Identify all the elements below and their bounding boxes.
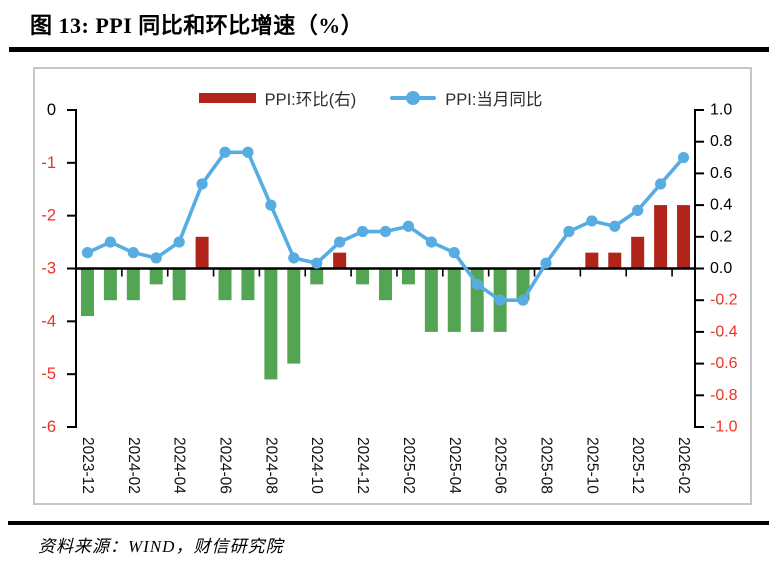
figure-title: 图 13: PPI 同比和环比增速（%） bbox=[30, 13, 364, 38]
mom-bar bbox=[218, 268, 232, 301]
legend-item-yoy: PPI:当月同比 bbox=[390, 86, 542, 110]
yoy-point bbox=[586, 215, 598, 227]
mom-bar bbox=[401, 268, 415, 285]
yoy-point bbox=[104, 236, 116, 248]
legend-item-mom: PPI:环比(右) bbox=[198, 86, 357, 110]
yoy-point bbox=[448, 247, 460, 259]
x-axis-label: 2024-06 bbox=[217, 437, 234, 494]
x-axis-label: 2025-02 bbox=[400, 437, 417, 494]
legend-label-mom: PPI:环比(右) bbox=[264, 91, 357, 109]
yoy-point bbox=[334, 236, 346, 248]
line-marker-icon bbox=[390, 91, 437, 105]
yoy-point bbox=[173, 236, 185, 248]
title-divider bbox=[9, 47, 769, 52]
ppi-combo-chart: 0 -1 -2 -3 -4 -5 -6 1.0 0.8 0.6 0.4 0.2 0.0 -0.2 -0.4 -… bbox=[41, 101, 738, 494]
mom-bar bbox=[172, 268, 186, 301]
mom-bar bbox=[585, 252, 599, 269]
yoy-point bbox=[471, 278, 483, 290]
mom-bar bbox=[677, 205, 691, 269]
yoy-point bbox=[356, 225, 369, 238]
right-axis-label: -0.4 bbox=[710, 323, 738, 340]
left-axis-label: -5 bbox=[41, 365, 56, 383]
mom-bar bbox=[195, 236, 209, 269]
yoy-point bbox=[311, 257, 323, 269]
yoy-point bbox=[655, 178, 667, 190]
chart-legend: PPI:环比(右) PPI:当月同比 bbox=[11, 86, 730, 110]
x-axis-label: 2025-12 bbox=[629, 437, 646, 494]
yoy-point bbox=[288, 252, 300, 264]
left-axis-label: -6 bbox=[41, 418, 56, 436]
x-axis-label: 2026-02 bbox=[675, 437, 692, 494]
yoy-point bbox=[540, 257, 552, 269]
x-axis-label: 2024-02 bbox=[125, 437, 142, 494]
left-axis-label: -3 bbox=[41, 260, 56, 278]
right-axis-label: 0.2 bbox=[710, 228, 732, 245]
x-axis-label: 2025-10 bbox=[583, 437, 600, 494]
mom-bar bbox=[310, 268, 324, 285]
mom-bar bbox=[264, 268, 278, 380]
yoy-point bbox=[242, 146, 254, 158]
right-axis-label: -1.0 bbox=[710, 419, 738, 436]
mom-bar bbox=[80, 268, 94, 317]
x-axis-label: 2024-12 bbox=[354, 437, 371, 494]
mom-bar bbox=[654, 205, 668, 269]
yoy-point bbox=[609, 220, 621, 232]
yoy-point bbox=[265, 199, 277, 211]
right-axis-label: 1.0 bbox=[710, 102, 732, 119]
mom-bar bbox=[103, 268, 117, 301]
x-axis-label: 2024-10 bbox=[308, 437, 325, 494]
yoy-point bbox=[150, 252, 162, 264]
yoy-point bbox=[563, 225, 575, 238]
x-axis-label: 2025-06 bbox=[492, 437, 509, 494]
yoy-point bbox=[677, 151, 690, 164]
mom-bar bbox=[608, 252, 622, 269]
yoy-point bbox=[425, 236, 437, 248]
x-axis-label: 2023-12 bbox=[79, 437, 96, 494]
mom-bar bbox=[447, 268, 461, 332]
yoy-point bbox=[196, 178, 208, 190]
source-note: 资料来源：WIND，财信研究院 bbox=[38, 537, 284, 556]
x-axis-label: 2024-08 bbox=[262, 437, 279, 494]
mom-bar bbox=[126, 268, 140, 301]
legend-label-yoy: PPI:当月同比 bbox=[445, 91, 543, 109]
mom-bar bbox=[241, 268, 255, 301]
left-axis-label: -4 bbox=[41, 312, 56, 330]
yoy-point bbox=[402, 220, 415, 232]
mom-bar bbox=[424, 268, 438, 332]
chart-frame bbox=[33, 67, 752, 505]
yoy-point bbox=[379, 225, 392, 238]
mom-bar bbox=[631, 236, 645, 269]
mom-bar bbox=[379, 268, 392, 301]
right-axis-label: 0.8 bbox=[710, 133, 732, 150]
mom-bar bbox=[287, 268, 301, 364]
yoy-point bbox=[494, 294, 506, 306]
left-axis-label: -2 bbox=[41, 207, 56, 225]
mom-bar bbox=[333, 252, 347, 269]
footer-divider bbox=[8, 521, 769, 525]
mom-bar bbox=[149, 268, 163, 285]
yoy-point bbox=[517, 294, 529, 306]
left-axis-label: 0 bbox=[47, 101, 56, 119]
right-axis-label: 0.0 bbox=[710, 260, 732, 277]
mom-bar bbox=[356, 268, 370, 285]
right-axis-label: 0.6 bbox=[710, 165, 732, 182]
x-axis-label: 2025-04 bbox=[446, 437, 463, 494]
x-axis-label: 2025-08 bbox=[537, 437, 554, 494]
yoy-point bbox=[81, 247, 94, 259]
yoy-point bbox=[632, 204, 644, 216]
yoy-point bbox=[127, 247, 139, 259]
right-axis-label: -0.8 bbox=[710, 387, 738, 404]
right-axis-label: -0.6 bbox=[710, 355, 738, 372]
x-axis-label: 2024-04 bbox=[171, 437, 188, 494]
bar-swatch-icon bbox=[198, 93, 256, 103]
left-axis-label: -1 bbox=[41, 154, 56, 172]
yoy-point bbox=[219, 146, 231, 158]
right-axis-label: 0.4 bbox=[710, 197, 732, 214]
right-axis-label: -0.2 bbox=[710, 292, 738, 309]
